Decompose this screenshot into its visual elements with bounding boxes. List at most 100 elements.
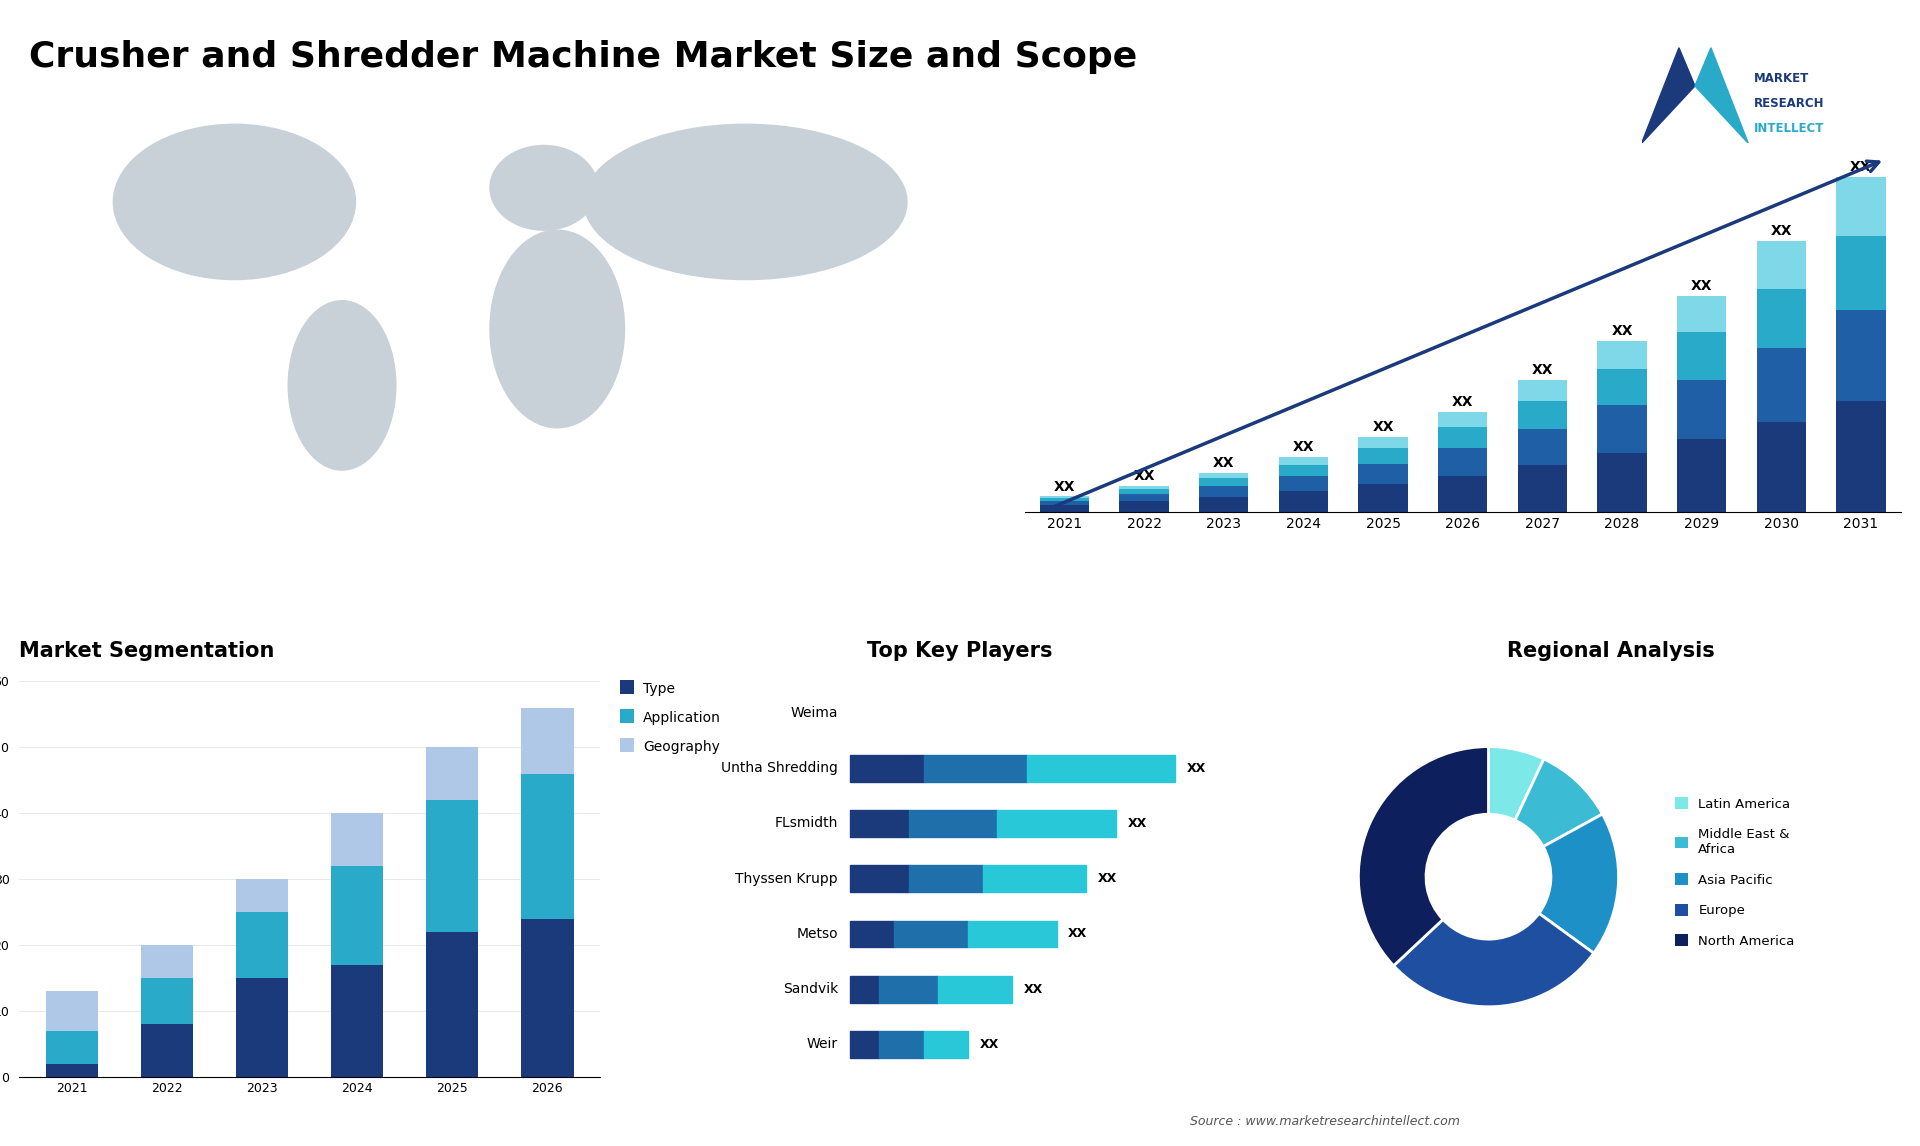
Title: Top Key Players: Top Key Players xyxy=(868,641,1052,661)
Text: Untha Shredding: Untha Shredding xyxy=(722,761,837,775)
Bar xyxy=(998,810,1116,837)
Bar xyxy=(330,866,384,965)
Bar xyxy=(1597,453,1647,512)
Bar xyxy=(1041,501,1089,505)
Text: XX: XX xyxy=(1770,225,1791,238)
Text: XX: XX xyxy=(1452,395,1473,409)
Bar xyxy=(1279,465,1329,476)
Bar xyxy=(1041,497,1089,501)
Text: FLsmidth: FLsmidth xyxy=(774,816,837,831)
Bar xyxy=(1438,448,1488,476)
Bar xyxy=(46,1031,98,1063)
Bar xyxy=(426,932,478,1077)
Text: XX: XX xyxy=(1133,469,1154,484)
Text: XX: XX xyxy=(1292,440,1313,455)
Polygon shape xyxy=(1695,48,1749,143)
Bar xyxy=(1676,296,1726,332)
Bar xyxy=(851,865,908,892)
Bar xyxy=(924,755,1027,782)
Bar xyxy=(1676,332,1726,379)
Bar xyxy=(426,800,478,932)
Bar xyxy=(236,912,288,979)
Bar xyxy=(330,965,384,1077)
Bar xyxy=(140,979,194,1025)
Ellipse shape xyxy=(288,300,396,470)
Bar xyxy=(1041,505,1089,512)
Bar xyxy=(1198,497,1248,512)
Bar xyxy=(236,979,288,1077)
Text: XX: XX xyxy=(1187,762,1206,775)
Bar xyxy=(851,976,879,1003)
Text: XX: XX xyxy=(1611,324,1632,338)
Bar xyxy=(879,1031,924,1058)
Bar xyxy=(1357,437,1407,448)
Text: XX: XX xyxy=(1373,421,1394,434)
Text: XX: XX xyxy=(1098,872,1117,885)
Bar xyxy=(1517,379,1567,401)
Bar xyxy=(1757,242,1807,289)
Bar xyxy=(1517,465,1567,512)
Polygon shape xyxy=(1642,48,1695,143)
Bar xyxy=(520,919,574,1077)
Bar xyxy=(426,747,478,800)
Bar xyxy=(1438,427,1488,448)
Ellipse shape xyxy=(490,230,624,427)
Text: Market Segmentation: Market Segmentation xyxy=(19,641,275,661)
Bar xyxy=(1836,309,1885,401)
Text: RESEARCH: RESEARCH xyxy=(1753,97,1824,110)
Text: Thyssen Krupp: Thyssen Krupp xyxy=(735,872,837,886)
Bar xyxy=(1597,342,1647,369)
Bar xyxy=(1027,755,1175,782)
Bar xyxy=(1757,289,1807,348)
Bar xyxy=(1119,501,1169,512)
Bar xyxy=(968,920,1056,948)
Text: MARKET: MARKET xyxy=(1753,71,1809,85)
Title: Regional Analysis: Regional Analysis xyxy=(1507,641,1715,661)
Bar xyxy=(1279,457,1329,465)
Bar xyxy=(879,976,939,1003)
Bar xyxy=(1119,494,1169,501)
Text: Crusher and Shredder Machine Market Size and Scope: Crusher and Shredder Machine Market Size… xyxy=(29,40,1137,74)
Text: INTELLECT: INTELLECT xyxy=(1753,123,1824,135)
Text: XX: XX xyxy=(979,1038,998,1051)
Bar xyxy=(908,865,983,892)
Bar xyxy=(1836,236,1885,309)
Bar xyxy=(520,774,574,919)
Text: Metso: Metso xyxy=(797,927,837,941)
Bar xyxy=(46,991,98,1031)
Text: Weir: Weir xyxy=(806,1037,837,1052)
Bar xyxy=(1041,496,1089,497)
Bar xyxy=(1119,488,1169,494)
Text: XX: XX xyxy=(1851,160,1872,174)
Bar xyxy=(851,1031,879,1058)
Bar xyxy=(851,920,895,948)
Text: XX: XX xyxy=(1023,983,1043,996)
Bar xyxy=(140,945,194,979)
Bar xyxy=(1438,411,1488,427)
Bar xyxy=(1198,473,1248,478)
Bar xyxy=(1757,348,1807,422)
Text: XX: XX xyxy=(1054,479,1075,494)
Bar xyxy=(908,810,998,837)
Ellipse shape xyxy=(113,124,355,280)
Legend: Latin America, Middle East &
Africa, Asia Pacific, Europe, North America: Latin America, Middle East & Africa, Asi… xyxy=(1668,792,1799,953)
Legend: Type, Application, Geography: Type, Application, Geography xyxy=(612,675,728,761)
Text: XX: XX xyxy=(1068,927,1087,941)
Text: XX: XX xyxy=(1127,817,1146,830)
Bar xyxy=(1757,422,1807,512)
Bar xyxy=(924,1031,968,1058)
Bar xyxy=(851,755,924,782)
Bar xyxy=(140,1025,194,1077)
Bar xyxy=(1676,379,1726,439)
Bar xyxy=(1676,439,1726,512)
Bar xyxy=(1198,478,1248,486)
Bar xyxy=(1438,476,1488,512)
Text: Source : www.marketresearchintellect.com: Source : www.marketresearchintellect.com xyxy=(1190,1115,1461,1129)
Bar xyxy=(1597,369,1647,406)
Text: XX: XX xyxy=(1213,456,1235,471)
Bar xyxy=(895,920,968,948)
Bar xyxy=(520,707,574,774)
Bar xyxy=(939,976,1012,1003)
Bar xyxy=(851,810,908,837)
Bar xyxy=(1357,485,1407,512)
